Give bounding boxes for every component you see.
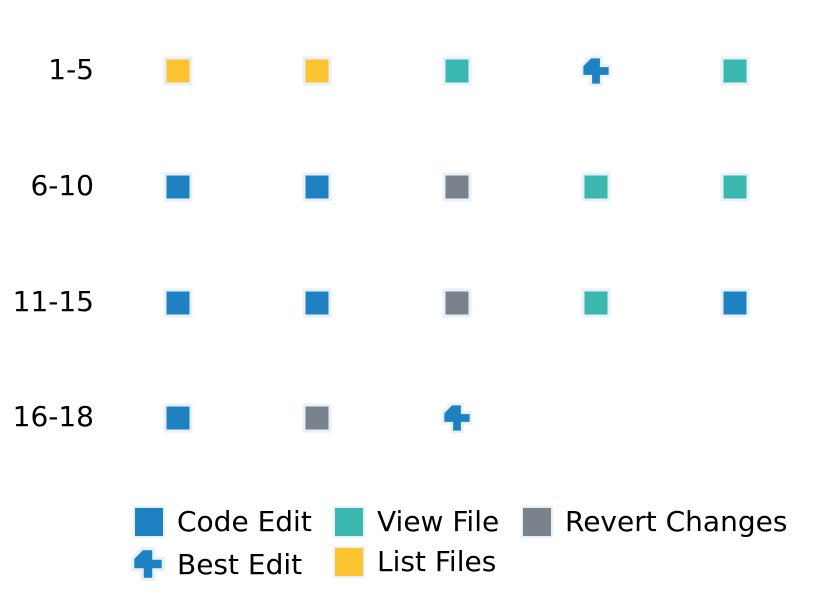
y-tick-label: 16-18 bbox=[12, 400, 94, 434]
legend-item-view-file: View File bbox=[333, 505, 499, 538]
marker-code-edit bbox=[302, 172, 332, 202]
legend-label: List Files bbox=[377, 545, 497, 578]
marker-best-edit bbox=[440, 401, 475, 436]
legend-item-revert-changes: Revert Changes bbox=[521, 505, 787, 538]
legend-label: Code Edit bbox=[177, 505, 312, 538]
legend-item-list-files: List Files bbox=[333, 545, 496, 578]
marker-view-file bbox=[720, 56, 750, 86]
legend-item-code-edit: Code Edit bbox=[133, 505, 312, 538]
y-tick-label: 6-10 bbox=[30, 169, 94, 203]
y-tick-label: 1-5 bbox=[48, 53, 94, 87]
marker-view-file bbox=[720, 172, 750, 202]
marker-code-edit bbox=[302, 288, 332, 318]
square-swatch-icon bbox=[333, 505, 365, 538]
marker-code-edit bbox=[163, 172, 193, 202]
marker-revert-changes bbox=[442, 288, 472, 318]
square-swatch-icon bbox=[133, 505, 165, 538]
marker-list-files bbox=[302, 56, 332, 86]
y-tick-label: 11-15 bbox=[12, 285, 94, 319]
legend-label: Best Edit bbox=[177, 547, 303, 581]
square-swatch-icon bbox=[521, 505, 553, 538]
square-swatch-icon bbox=[333, 545, 365, 578]
marker-revert-changes bbox=[442, 172, 472, 202]
marker-revert-changes bbox=[302, 403, 332, 433]
marker-view-file bbox=[581, 172, 611, 202]
marker-code-edit bbox=[720, 288, 750, 318]
marker-view-file bbox=[442, 56, 472, 86]
legend-label: View File bbox=[377, 505, 500, 538]
legend-item-best-edit: Best Edit bbox=[131, 545, 303, 583]
marker-code-edit bbox=[163, 403, 193, 433]
marker-code-edit bbox=[163, 288, 193, 318]
marker-best-edit bbox=[579, 54, 614, 89]
marker-list-files bbox=[163, 56, 193, 86]
marker-view-file bbox=[581, 288, 611, 318]
legend-label: Revert Changes bbox=[565, 505, 788, 538]
plus-icon bbox=[129, 545, 167, 583]
